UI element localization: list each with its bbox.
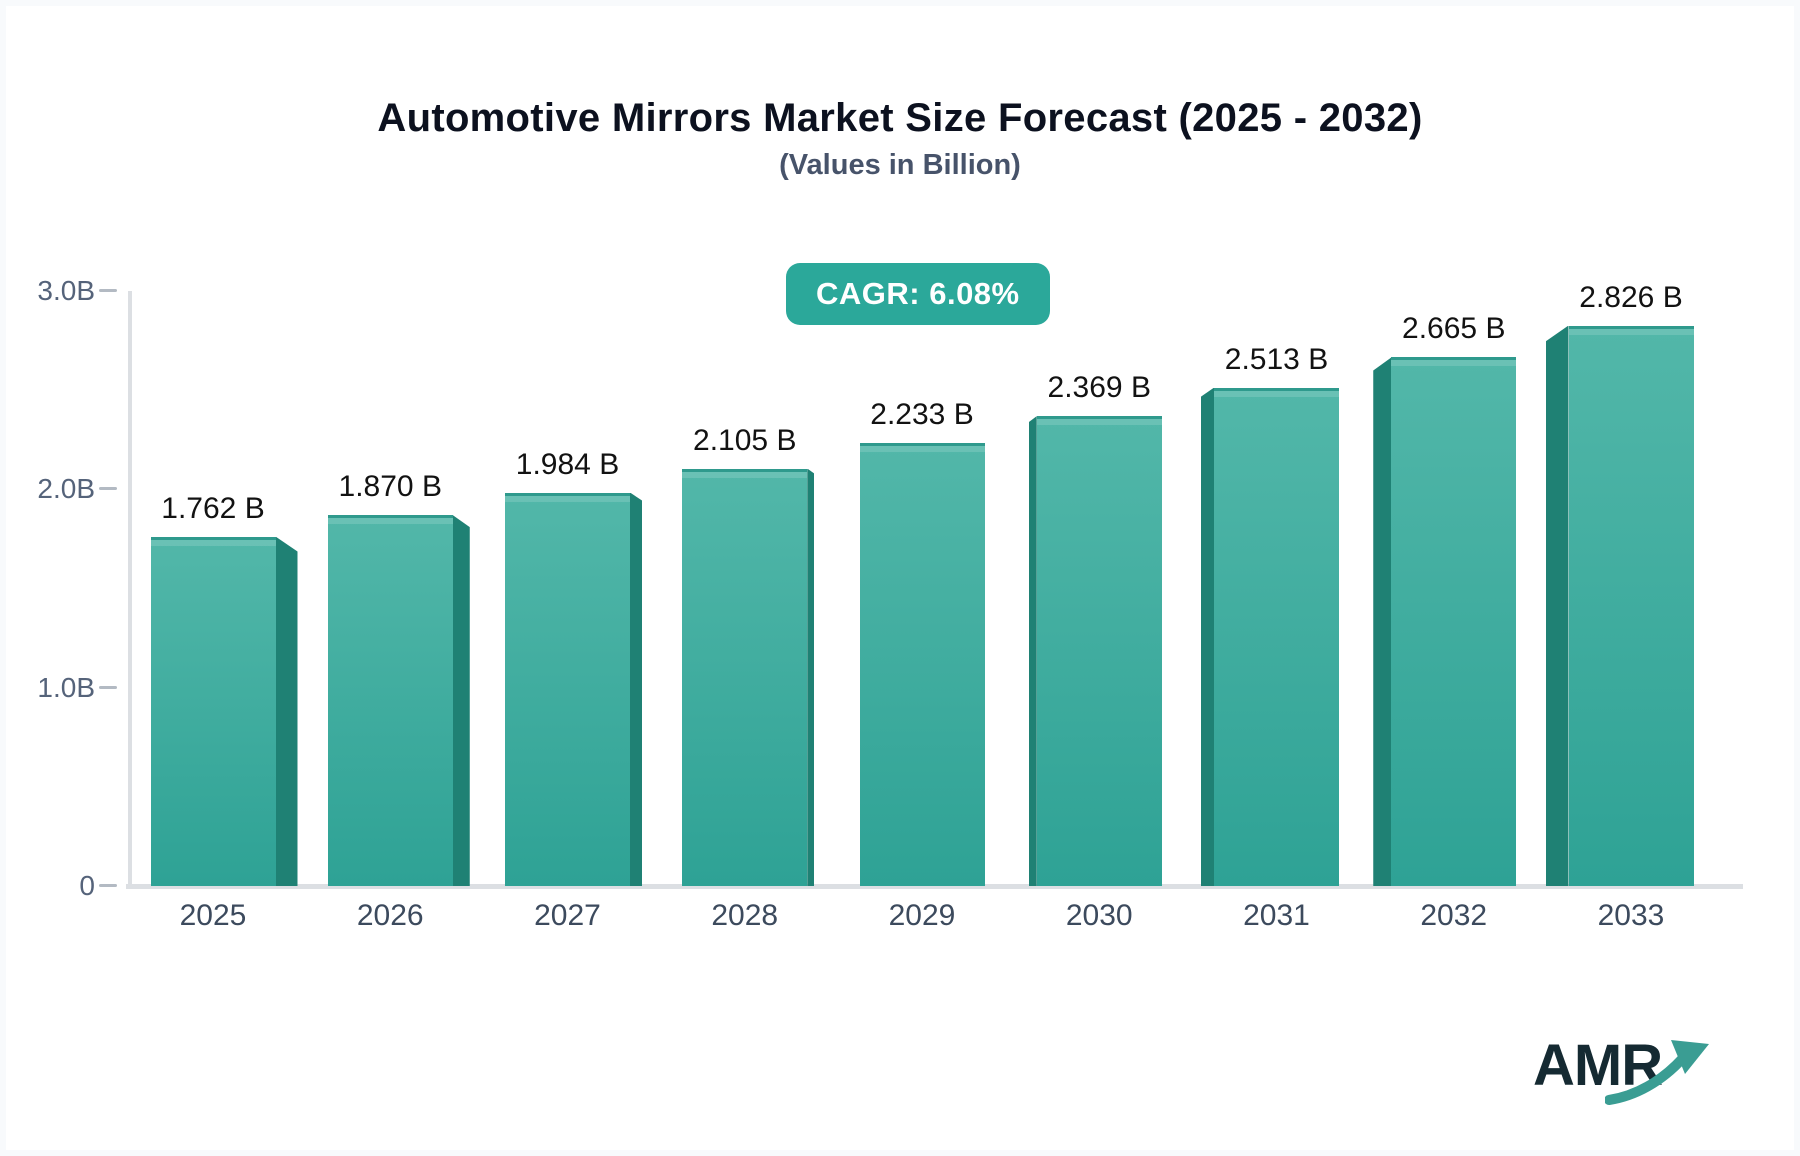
y-axis-tick-mark [99, 487, 117, 491]
bar-side-face [452, 515, 470, 886]
bar-year-label: 2030 [1065, 899, 1133, 932]
bar-top-highlight [327, 518, 453, 525]
bar-front-face [859, 443, 985, 886]
bar-year-label: 2032 [1420, 899, 1488, 932]
bar-2029 [859, 443, 985, 886]
bar-side-face [1545, 325, 1569, 886]
y-axis-tick-label: 1.0B [37, 671, 95, 703]
bar-side-face [807, 468, 815, 886]
bar-value-label: 2.105 B [693, 423, 797, 457]
bar-2027 [505, 492, 642, 886]
y-axis-tick-label: 2.0B [37, 473, 95, 505]
bar-2031 [1201, 387, 1339, 886]
bar-front-face [1214, 387, 1339, 886]
bar-front-face [505, 492, 630, 886]
bar-value-label: 1.870 B [338, 470, 442, 504]
bar-side-face [1201, 387, 1214, 886]
bar-2025 [150, 536, 298, 886]
growth-arrow-icon [1605, 1040, 1709, 1105]
bar-side-face [630, 492, 642, 886]
bar-2032 [1373, 357, 1517, 886]
x-axis-line [126, 884, 1743, 889]
bar-2028 [682, 468, 815, 886]
bar-year-label: 2025 [179, 899, 247, 932]
bar-top-highlight [1214, 390, 1339, 397]
bar-2026 [327, 515, 470, 886]
bar-front-face [1036, 416, 1162, 886]
bar-value-label: 1.762 B [161, 491, 265, 525]
bar-front-face [682, 468, 808, 886]
bar-value-label: 2.665 B [1402, 312, 1506, 346]
amr-logo: AMR [1533, 1032, 1733, 1122]
y-axis-tick-mark [99, 884, 117, 887]
bar-top-highlight [1036, 419, 1162, 426]
bar-year-label: 2029 [888, 899, 956, 932]
bar-value-label: 2.826 B [1579, 280, 1683, 314]
bar-year-label: 2027 [534, 899, 601, 932]
cagr-badge: CAGR: 6.08% [786, 263, 1050, 325]
bar-side-face [1373, 357, 1392, 886]
bar-year-label: 2028 [711, 899, 779, 932]
bar-year-label: 2031 [1243, 899, 1310, 932]
y-axis-tick-label: 0 [79, 870, 95, 901]
bar-year-label: 2033 [1597, 899, 1665, 932]
bar-top-highlight [1391, 360, 1517, 367]
bar-top-highlight [1568, 328, 1694, 335]
bar-2030 [1028, 416, 1162, 886]
page-subtitle: (Values in Billion) [779, 149, 1021, 181]
bar-top-highlight [682, 471, 808, 478]
bar-top-highlight [505, 495, 630, 502]
bar-side-face [275, 536, 298, 886]
y-axis-tick-mark [99, 289, 117, 292]
bar-side-face [1028, 416, 1037, 886]
bar-value-label: 2.513 B [1224, 342, 1329, 376]
bar-value-label: 1.984 B [515, 447, 620, 481]
bar-front-face [150, 536, 276, 886]
y-axis-line [128, 291, 132, 886]
bar-front-face [1391, 357, 1517, 886]
y-axis-tick-mark [99, 685, 117, 689]
bar-top-highlight [859, 446, 985, 453]
page-title: Automotive Mirrors Market Size Forecast … [377, 96, 1423, 140]
bar-value-label: 2.369 B [1047, 371, 1151, 405]
bar-front-face [1568, 325, 1694, 886]
bar-top-highlight [150, 539, 276, 546]
y-axis-tick-label: 3.0B [37, 275, 95, 306]
bar-2033 [1545, 325, 1694, 886]
bar-year-label: 2026 [356, 899, 424, 932]
bar-front-face [327, 515, 453, 886]
bar-value-label: 2.233 B [870, 398, 974, 432]
